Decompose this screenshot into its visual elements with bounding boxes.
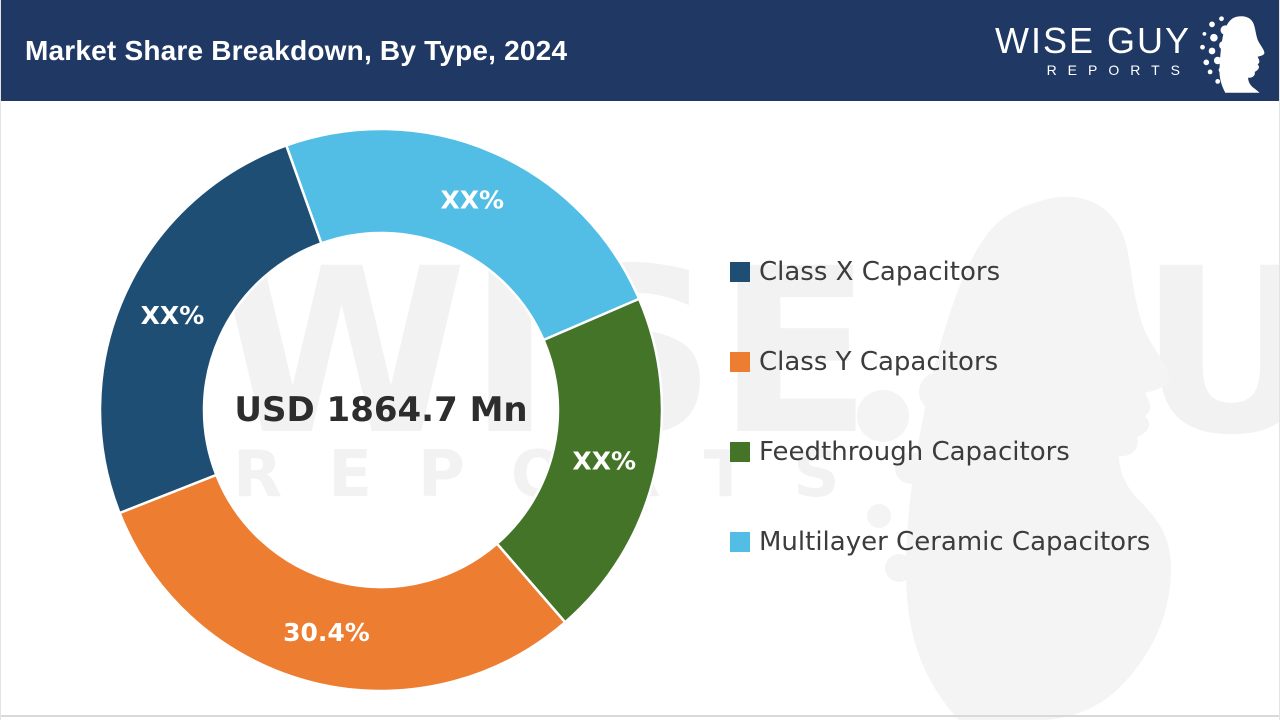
brand-logo: WISE GUY REPORTS bbox=[995, 0, 1269, 101]
slice-class-x-capacitors bbox=[98, 143, 323, 515]
slice-class-y-capacitors bbox=[117, 473, 567, 693]
legend-item: Class Y Capacitors bbox=[730, 348, 1150, 376]
slice-label: XX% bbox=[572, 447, 636, 476]
slice-feedthrough-capacitors bbox=[495, 297, 664, 625]
legend-swatch bbox=[730, 262, 750, 282]
legend-label: Class Y Capacitors bbox=[759, 347, 999, 377]
legend-label: Class X Capacitors bbox=[759, 257, 1001, 287]
header-bar: Market Share Breakdown, By Type, 2024 WI… bbox=[1, 0, 1279, 101]
legend-swatch bbox=[730, 352, 750, 372]
legend-item: Multilayer Ceramic Capacitors bbox=[730, 528, 1150, 556]
page-title: Market Share Breakdown, By Type, 2024 bbox=[25, 34, 568, 66]
chart-legend: Class X Capacitors Class Y Capacitors Feed… bbox=[730, 258, 1150, 556]
logo-wordmark: WISE GUY bbox=[994, 19, 1191, 61]
slice-label: XX% bbox=[141, 301, 205, 330]
legend-label: Multilayer Ceramic Capacitors bbox=[759, 527, 1151, 557]
legend-label: Feedthrough Capacitors bbox=[759, 437, 1070, 467]
legend-swatch bbox=[730, 442, 750, 462]
logo-subtext: REPORTS bbox=[1046, 61, 1191, 78]
logo-face-icon bbox=[1200, 15, 1265, 93]
chart-center-value: USD 1864.7 Mn bbox=[234, 390, 528, 430]
legend-item: Feedthrough Capacitors bbox=[730, 438, 1150, 466]
bottom-divider bbox=[1, 715, 1279, 717]
legend-swatch bbox=[730, 532, 750, 552]
legend-item: Class X Capacitors bbox=[730, 258, 1150, 286]
watermark-face bbox=[857, 196, 1171, 720]
slice-multilayer-ceramic-capacitors bbox=[284, 127, 641, 342]
slice-label: XX% bbox=[441, 185, 505, 214]
donut-chart: XX% XX% 30.4% XX% bbox=[98, 127, 664, 693]
slice-label: 30.4% bbox=[283, 618, 370, 647]
